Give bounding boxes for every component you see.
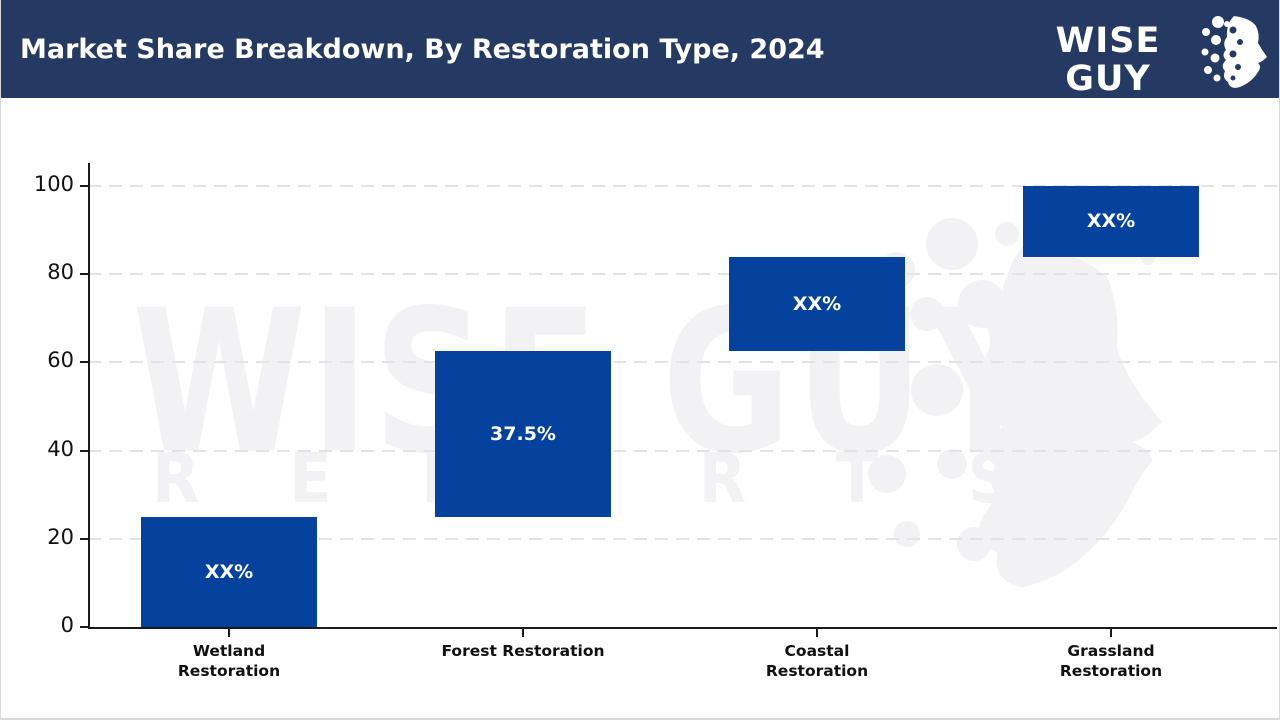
gridline — [88, 361, 1277, 364]
x-axis-category-label: Wetland Restoration — [177, 642, 281, 680]
y-axis-tick-label: 100 — [33, 172, 74, 196]
bar-grassland-restoration: XX% — [1023, 186, 1199, 257]
bar-value-label: 37.5% — [490, 423, 556, 446]
gridline — [88, 185, 1277, 187]
x-axis-category-label: Forest Restoration — [441, 642, 605, 660]
bar-coastal-restoration: XX% — [729, 256, 905, 352]
y-axis-tick-label: 80 — [47, 260, 74, 285]
chart-title: Market Share Breakdown, By Restoration T… — [20, 33, 825, 65]
logo-reports-label: REPORTS — [1049, 100, 1173, 115]
bar-value-label: XX% — [1086, 210, 1136, 233]
wise-guy-logo: WISE GUY REPORTS — [1012, 8, 1267, 115]
x-axis-category-label: Grassland Restoration — [1059, 642, 1163, 680]
y-axis-line — [88, 163, 90, 629]
header-bar: Market Share Breakdown, By Restoration T… — [0, 0, 1280, 115]
y-axis-tick — [80, 185, 88, 187]
x-axis-tick — [228, 629, 230, 637]
y-axis-tick-label: 60 — [47, 348, 74, 373]
gridline — [88, 273, 1277, 276]
y-axis-tick — [80, 361, 88, 364]
watermark-face-dots-graphic — [868, 218, 1162, 587]
bar-value-label: XX% — [204, 560, 254, 583]
x-axis-line — [88, 627, 1277, 629]
x-axis-tick — [522, 629, 524, 637]
x-axis-tick — [1110, 629, 1112, 637]
logo-wiseguy-label: WISE GUY — [1055, 21, 1161, 99]
y-axis-tick-label: 0 — [60, 613, 74, 637]
x-axis-category-label: Coastal Restoration — [765, 642, 869, 680]
logo-text: WISE GUY REPORTS — [1012, 22, 1204, 115]
gridline — [88, 449, 1277, 452]
y-axis-tick-label: 40 — [47, 436, 74, 461]
y-axis-tick-label: 20 — [47, 524, 74, 549]
y-axis-tick — [80, 273, 88, 276]
x-axis-tick — [816, 629, 818, 637]
y-axis-tick — [80, 449, 88, 452]
y-axis-tick — [80, 626, 88, 628]
logo-face-dots-icon — [1201, 16, 1267, 88]
bar-forest-restoration: 37.5% — [435, 351, 611, 517]
gridline — [88, 537, 1277, 540]
y-axis-tick — [80, 537, 88, 540]
bar-wetland-restoration: XX% — [141, 516, 317, 627]
bar-value-label: XX% — [792, 292, 842, 315]
